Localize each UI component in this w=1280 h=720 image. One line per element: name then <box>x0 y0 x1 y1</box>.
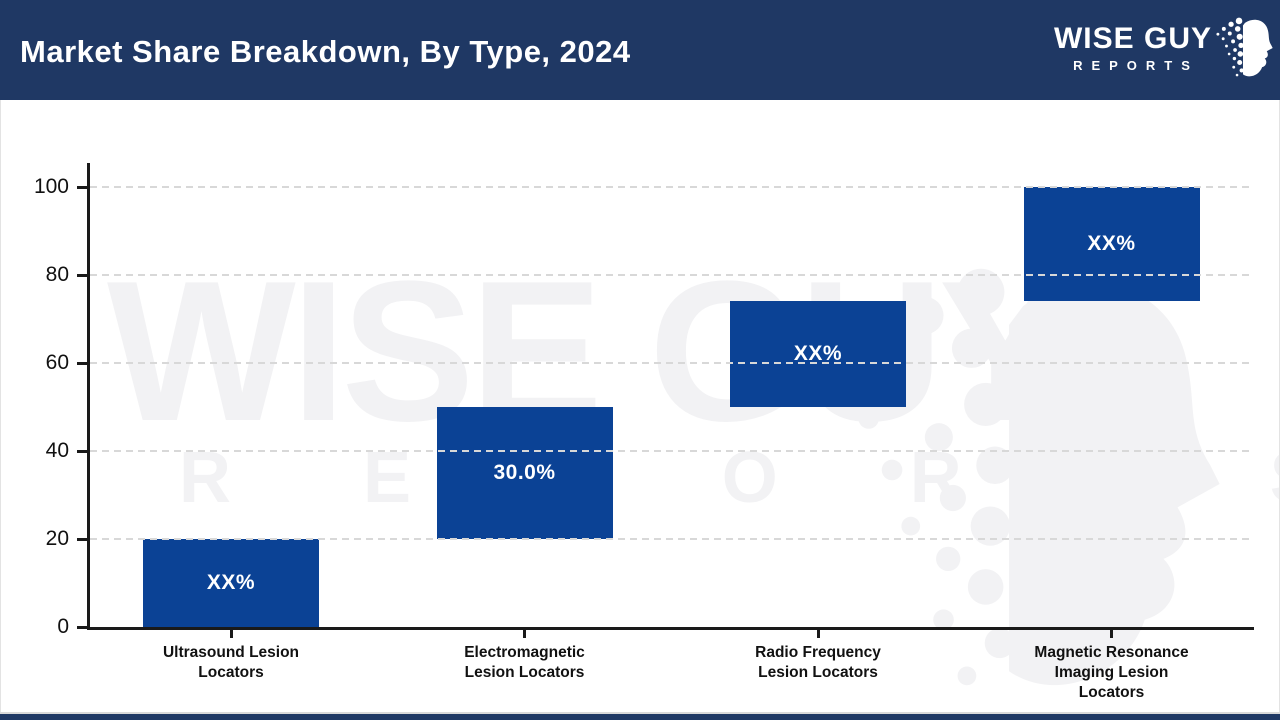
x-category-label-line: Radio Frequency <box>755 644 881 661</box>
y-axis-line <box>87 163 90 629</box>
logo-wordmark: WISE GUY <box>1053 22 1212 56</box>
y-gridline-60 <box>90 362 1254 364</box>
bottom-divider <box>0 712 1280 714</box>
plot: 0 20 40 60 80 100 XX% Ultrasound Lesion Locators… <box>1 100 1279 712</box>
x-category-label-line: Ultrasound Lesion <box>162 644 300 661</box>
bar-value-label: XX% <box>1087 232 1136 256</box>
bar-segment: XX% <box>143 539 319 627</box>
bar-segment: XX% <box>730 301 906 407</box>
x-category-label-line: Electromagnetic <box>464 644 585 661</box>
y-tick-label-40: 40 <box>45 439 69 462</box>
header-band: Market Share Breakdown, By Type, 2024 WI… <box>0 0 1280 100</box>
logo-text: WISE GUY REPORTS <box>1054 23 1212 73</box>
x-category-label-line: Lesion Locators <box>464 664 585 681</box>
x-category-label-line: Locators <box>1078 684 1145 701</box>
x-category-label-line: Lesion Locators <box>758 664 878 681</box>
bar-value-label: 30.0% <box>493 461 556 484</box>
x-tick-mark <box>229 630 233 638</box>
y-tick-mark-100 <box>77 186 87 189</box>
y-tick-label-20: 20 <box>45 527 69 550</box>
y-tick-mark-20 <box>77 538 87 541</box>
x-category-label-line: Imaging Lesion <box>1054 664 1169 681</box>
bar-segment: XX% <box>1023 187 1200 302</box>
y-tick-label-80: 80 <box>45 263 69 286</box>
y-tick-label-100: 100 <box>33 175 69 198</box>
logo-face-icon <box>1216 17 1273 77</box>
x-tick-mark <box>816 630 820 638</box>
x-category-label: Electromagnetic Lesion Locators <box>415 643 635 683</box>
logo-subtitle: REPORTS <box>1073 57 1199 73</box>
x-category-label: Magnetic Resonance Imaging Lesion Locators <box>1002 643 1222 703</box>
bar-segment: 30.0% <box>436 407 613 539</box>
wise-guy-reports-logo: WISE GUY REPORTS <box>1054 9 1274 87</box>
x-category-label-line: Locators <box>198 664 264 681</box>
y-gridline-40 <box>90 450 1254 452</box>
x-category-label: Radio Frequency Lesion Locators <box>708 643 928 683</box>
y-tick-label-60: 60 <box>45 351 69 374</box>
x-axis-line <box>87 627 1254 630</box>
y-tick-mark-60 <box>77 362 87 365</box>
bar-value-label: XX% <box>206 571 256 594</box>
footer-band <box>0 714 1280 720</box>
chart-canvas: WISE GUY R E P O R T S 0 20 40 60 80 100 XX% Ul… <box>0 100 1280 712</box>
x-tick-mark <box>523 630 526 638</box>
y-gridline-100 <box>90 186 1254 188</box>
x-category-label: Ultrasound Lesion Locators <box>121 643 341 683</box>
y-gridline-20 <box>90 538 1254 540</box>
y-gridline-80 <box>90 274 1254 276</box>
x-tick-mark <box>1110 630 1113 638</box>
page-title: Market Share Breakdown, By Type, 2024 <box>20 34 631 69</box>
y-tick-mark-80 <box>77 274 87 277</box>
x-category-label-line: Magnetic Resonance <box>1034 644 1189 661</box>
y-tick-mark-40 <box>77 450 87 453</box>
y-tick-label-0: 0 <box>57 615 69 638</box>
y-tick-mark-0 <box>77 626 87 629</box>
